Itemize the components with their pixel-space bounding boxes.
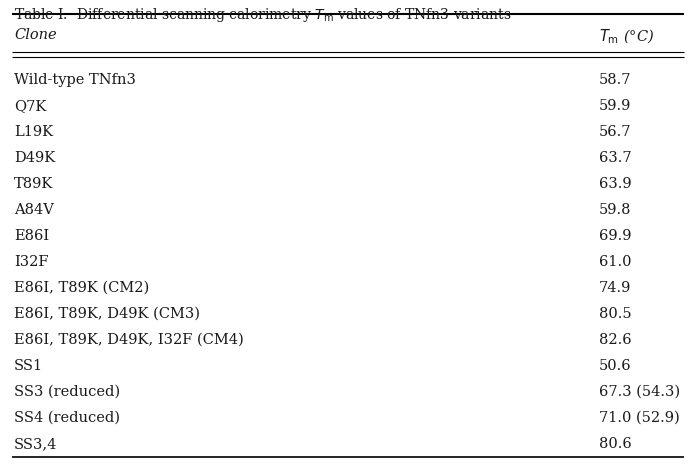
Text: Wild-type TNfn3: Wild-type TNfn3: [14, 73, 136, 87]
Text: 61.0: 61.0: [599, 255, 631, 269]
Text: E86I, T89K (CM2): E86I, T89K (CM2): [14, 281, 149, 295]
Text: 63.7: 63.7: [599, 151, 631, 165]
Text: SS1: SS1: [14, 359, 43, 373]
Text: $T_{\mathrm{m}}$ (°C): $T_{\mathrm{m}}$ (°C): [599, 28, 654, 47]
Text: 67.3 (54.3): 67.3 (54.3): [599, 385, 680, 399]
Text: 69.9: 69.9: [599, 229, 631, 243]
Text: 59.8: 59.8: [599, 203, 631, 217]
Text: 50.6: 50.6: [599, 359, 631, 373]
Text: 74.9: 74.9: [599, 281, 631, 295]
Text: D49K: D49K: [14, 151, 55, 165]
Text: 82.6: 82.6: [599, 333, 631, 347]
Text: T89K: T89K: [14, 177, 54, 191]
Text: 80.6: 80.6: [599, 437, 631, 451]
Text: 58.7: 58.7: [599, 73, 631, 87]
Text: 63.9: 63.9: [599, 177, 631, 191]
Text: E86I, T89K, D49K, I32F (CM4): E86I, T89K, D49K, I32F (CM4): [14, 333, 244, 347]
Text: Table I.  Differential scanning calorimetry $T_{\mathrm{m}}$ values of TNfn3 var: Table I. Differential scanning calorimet…: [14, 6, 512, 24]
Text: 56.7: 56.7: [599, 125, 631, 139]
Text: Clone: Clone: [14, 28, 56, 42]
Text: 71.0 (52.9): 71.0 (52.9): [599, 411, 679, 425]
Text: L19K: L19K: [14, 125, 53, 139]
Text: A84V: A84V: [14, 203, 54, 217]
Text: Q7K: Q7K: [14, 99, 47, 113]
Text: E86I: E86I: [14, 229, 49, 243]
Text: SS3,4: SS3,4: [14, 437, 57, 451]
Text: I32F: I32F: [14, 255, 49, 269]
Text: 59.9: 59.9: [599, 99, 631, 113]
Text: SS3 (reduced): SS3 (reduced): [14, 385, 120, 399]
Text: E86I, T89K, D49K (CM3): E86I, T89K, D49K (CM3): [14, 307, 200, 321]
Text: SS4 (reduced): SS4 (reduced): [14, 411, 120, 425]
Text: 80.5: 80.5: [599, 307, 631, 321]
